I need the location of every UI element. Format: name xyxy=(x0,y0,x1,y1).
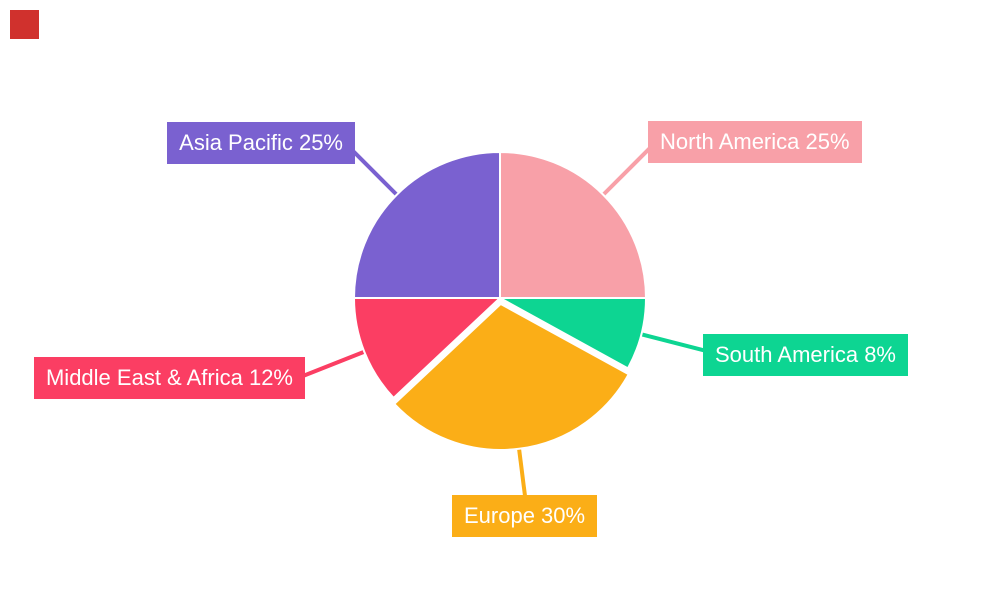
pie-slice-europe[interactable] xyxy=(393,302,630,451)
pie-slice-north-america[interactable] xyxy=(499,151,647,299)
callout-label-middle-east-africa: Middle East & Africa 12% xyxy=(33,357,305,399)
callout-label-asia-pacific: Asia Pacific 25% xyxy=(167,122,355,164)
pie-slice-middle-east-africa[interactable] xyxy=(353,297,501,399)
pie-slice-asia-pacific[interactable] xyxy=(353,151,501,299)
leader-line-south-america xyxy=(640,332,709,354)
callout-label-europe: Europe 30% xyxy=(452,495,598,537)
callout-label-north-america: North America 25% xyxy=(648,121,862,163)
callout-label-south-america: South America 8% xyxy=(703,334,908,376)
pie-slice-south-america[interactable] xyxy=(499,297,647,370)
leader-line-north-america xyxy=(601,144,654,197)
leader-line-asia-pacific xyxy=(346,144,399,197)
leader-line-middle-east-africa xyxy=(299,349,365,380)
red-square-marker xyxy=(10,10,39,39)
